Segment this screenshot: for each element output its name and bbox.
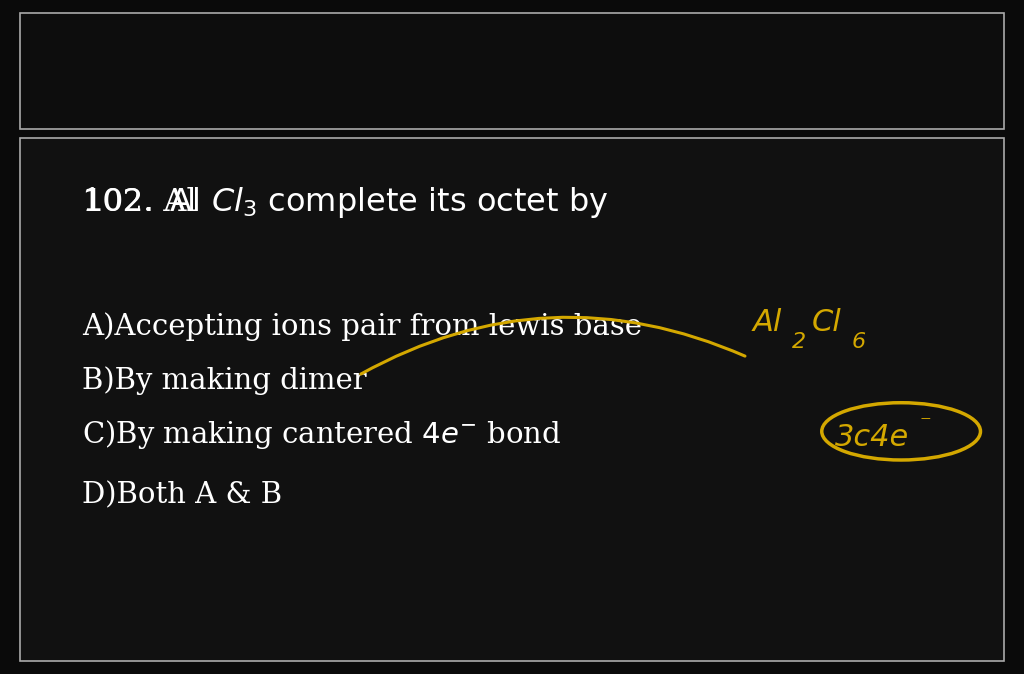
Text: Cl: Cl — [812, 308, 842, 337]
Text: 3c4e: 3c4e — [835, 423, 909, 452]
FancyBboxPatch shape — [20, 13, 1004, 129]
Text: Al: Al — [753, 308, 782, 337]
Text: ⁻: ⁻ — [920, 412, 931, 433]
Text: 2: 2 — [792, 332, 806, 352]
Text: C)By making cantered $4e^{-}$ bond: C)By making cantered $4e^{-}$ bond — [82, 419, 561, 451]
Text: $\mathrm{102.\ Al\ }$$\mathit{Cl}_{3}$$\mathrm{\ complete\ its\ octet\ by}$: $\mathrm{102.\ Al\ }$$\mathit{Cl}_{3}$$\… — [82, 185, 608, 220]
FancyBboxPatch shape — [20, 138, 1004, 661]
Text: 102. Al: 102. Al — [82, 187, 207, 218]
Text: A)Accepting ions pair from lewis base: A)Accepting ions pair from lewis base — [82, 313, 642, 341]
Text: B)By making dimer: B)By making dimer — [82, 367, 367, 395]
Text: D)Both A & B: D)Both A & B — [82, 481, 282, 510]
Text: 6: 6 — [852, 332, 866, 352]
